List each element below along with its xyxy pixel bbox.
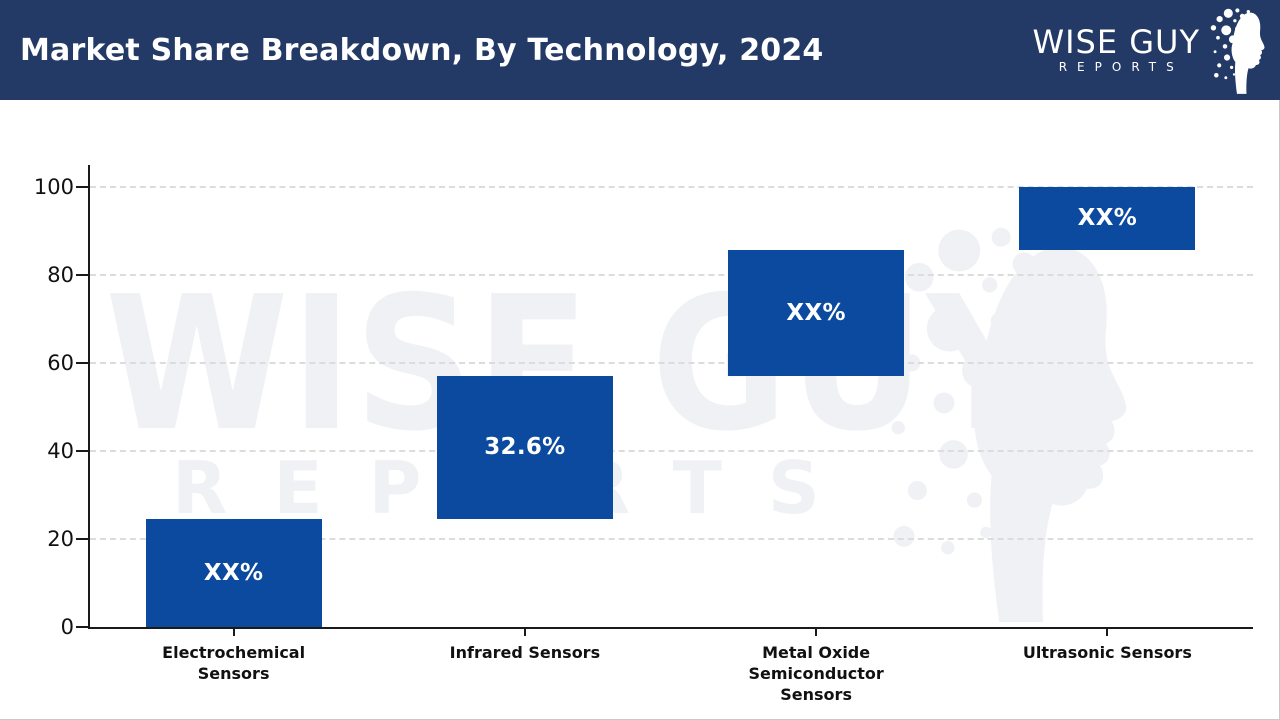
y-tick-mark [76, 362, 89, 364]
bar-segment: XX% [1019, 187, 1196, 250]
y-gridline [90, 538, 1253, 540]
header-banner: Market Share Breakdown, By Technology, 2… [0, 0, 1280, 100]
x-category-label: Infrared Sensors [449, 643, 601, 662]
y-gridline [90, 186, 1253, 188]
wiseguy-logo: WISE GUY REPORTS [1032, 7, 1270, 94]
wiseguy-logo-subtext: REPORTS [1058, 60, 1184, 75]
bar-segment: 32.6% [436, 375, 613, 520]
bar-value-label: XX% [1077, 205, 1138, 232]
chart-title: Market Share Breakdown, By Technology, 2… [20, 32, 824, 68]
x-category-label: Ultrasonic Sensors [1022, 643, 1192, 662]
x-category-label: Metal Oxide Semiconductor Sensors [748, 643, 884, 704]
y-tick-mark [76, 626, 89, 628]
bar-value-label: XX% [786, 299, 846, 326]
x-tick-mark [232, 629, 235, 636]
bar-segment: XX% [728, 249, 905, 376]
y-tick-label: 0 [60, 615, 74, 639]
x-tick-mark [523, 629, 526, 636]
y-tick-mark [76, 538, 89, 540]
bar-value-label: 32.6% [484, 434, 566, 461]
y-tick-label: 20 [47, 527, 74, 551]
bar-value-label: XX% [203, 560, 264, 587]
wiseguy-head-icon [1206, 7, 1270, 94]
wiseguy-logo-text: WISE GUY REPORTS [1032, 22, 1200, 75]
x-category-label: Electrochemical Sensors [162, 643, 306, 683]
y-tick-label: 100 [33, 175, 74, 199]
y-gridline [90, 274, 1253, 276]
x-axis-line [88, 627, 1253, 629]
x-tick-mark [815, 629, 818, 636]
y-axis-line [88, 165, 90, 629]
bar-segment: XX% [145, 519, 322, 627]
y-tick-label: 60 [47, 351, 74, 375]
y-tick-mark [76, 186, 89, 188]
plot-area: WISE GUY REPORTS 020406080100XX%Electroc… [0, 100, 1280, 720]
y-tick-mark [76, 274, 89, 276]
y-tick-label: 40 [47, 439, 74, 463]
y-gridline [90, 450, 1253, 452]
y-tick-mark [76, 450, 89, 452]
x-tick-mark [1106, 629, 1109, 636]
y-tick-label: 80 [47, 263, 74, 287]
y-gridline [90, 362, 1253, 364]
wiseguy-logo-wordmark: WISE GUY [1032, 22, 1200, 61]
